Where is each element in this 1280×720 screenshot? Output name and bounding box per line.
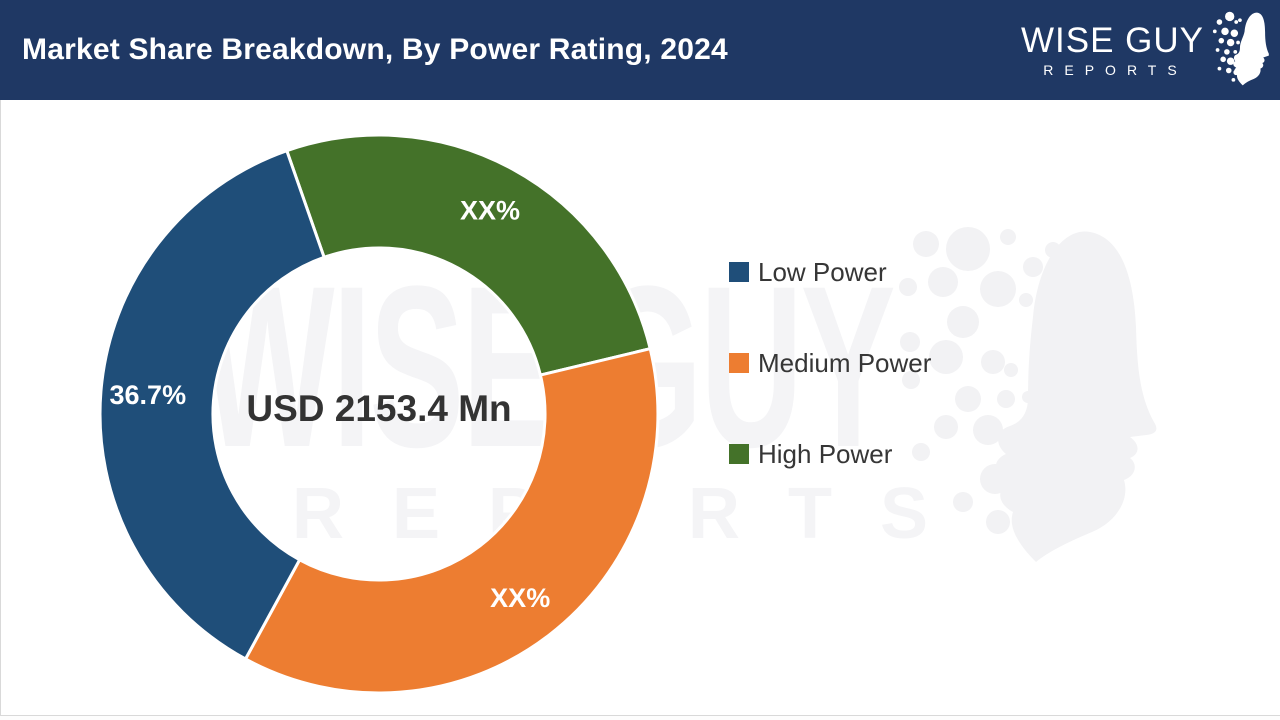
header-bar: Market Share Breakdown, By Power Rating,… — [0, 0, 1280, 100]
legend-swatch-medium-power — [729, 353, 749, 373]
slice-label-low-power: 36.7% — [110, 380, 187, 410]
content-left-border — [0, 100, 1, 716]
slice-label-high-power: XX% — [460, 195, 520, 225]
legend-swatch-high-power — [729, 444, 749, 464]
legend-item-high-power: High Power — [729, 439, 931, 469]
page-title: Market Share Breakdown, By Power Rating,… — [22, 33, 728, 66]
wiseguy-logo: WISE GUY REPORTS — [1021, 9, 1270, 91]
chart-legend: Low Power Medium Power High Power — [729, 257, 932, 469]
logo-wordmark: WISE GUY — [1020, 21, 1204, 60]
slice-label-medium-power: XX% — [490, 583, 550, 613]
donut-chart: XX% XX% 36.7% USD 2153.4 Mn — [98, 133, 660, 695]
legend-label: High Power — [758, 439, 893, 469]
donut-center-value: USD 2153.4 Mn — [246, 388, 511, 429]
legend-item-medium-power: Medium Power — [729, 348, 932, 378]
legend-label: Low Power — [758, 257, 887, 287]
donut-slice-medium-power — [243, 346, 660, 695]
donut-slice-high-power — [284, 133, 653, 377]
logo-subtitle: REPORTS — [1043, 62, 1188, 78]
wiseguy-logo-text: WISE GUY REPORTS — [1020, 21, 1204, 79]
footer-divider — [0, 715, 1280, 720]
legend-item-low-power: Low Power — [729, 257, 931, 287]
wiseguy-face-icon — [1212, 11, 1269, 86]
watermark-face-icon — [899, 227, 1157, 562]
donut-slice-low-power — [98, 148, 327, 662]
legend-swatch-low-power — [729, 262, 749, 282]
legend-label: Medium Power — [758, 348, 932, 378]
